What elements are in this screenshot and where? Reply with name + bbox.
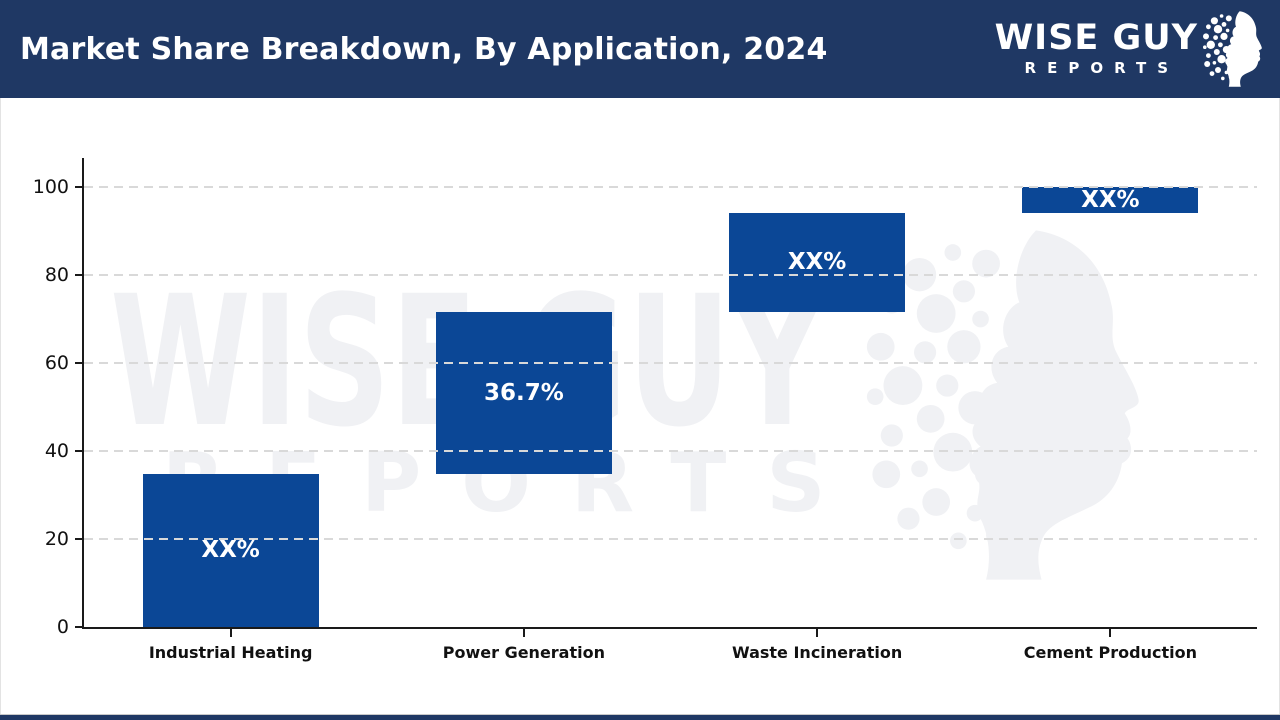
- chart-canvas: WISE GUY REPORTS 020406080100XX%Industri…: [0, 98, 1280, 715]
- x-axis-category-label: Industrial Heating: [148, 643, 313, 662]
- x-axis-category-label: Cement Production: [1023, 643, 1197, 662]
- y-axis-tick-label: 60: [44, 352, 69, 374]
- y-axis-tick-label: 100: [32, 176, 69, 198]
- gridline-100: [84, 186, 1257, 188]
- gridline-80: [84, 274, 1257, 276]
- bar-value-label: XX%: [787, 249, 847, 276]
- bar-waste-incineration: XX%: [729, 212, 906, 313]
- y-axis-tick: [75, 186, 84, 188]
- x-axis-line: [82, 627, 1257, 629]
- x-axis-category-label: Power Generation: [442, 643, 605, 662]
- footer-divider-line: [0, 714, 1280, 715]
- logo-brand-name: WISE GUY: [994, 18, 1198, 58]
- y-axis-tick-label: 20: [44, 528, 69, 550]
- y-axis-tick: [75, 362, 84, 364]
- x-axis-tick: [229, 629, 232, 637]
- wiseguy-logo: WISE GUY REPORTS: [995, 10, 1266, 88]
- left-border-line: [0, 98, 1, 714]
- y-axis-tick: [75, 626, 84, 628]
- y-axis-tick: [75, 538, 84, 540]
- y-axis-tick: [75, 450, 84, 452]
- chart-title: Market Share Breakdown, By Application, …: [20, 31, 828, 67]
- x-axis-tick: [1109, 629, 1112, 637]
- logo-brand-subtitle: REPORTS: [1024, 59, 1180, 77]
- bar-power-generation: 36.7%: [435, 312, 612, 474]
- x-axis-category-label: Waste Incineration: [732, 643, 903, 662]
- bar-cement-production: XX%: [1022, 186, 1199, 213]
- bar-industrial-heating: XX%: [142, 473, 319, 627]
- header-banner: Market Share Breakdown, By Application, …: [0, 0, 1280, 98]
- x-axis-tick: [522, 629, 525, 637]
- y-axis-line: [82, 158, 84, 629]
- y-axis-tick-label: 0: [56, 616, 69, 638]
- wiseguy-logo-text: WISE GUY REPORTS: [994, 18, 1198, 78]
- gridline-40: [84, 450, 1257, 452]
- bar-value-label: XX%: [1081, 186, 1140, 213]
- plot-area: 0 20 40 60 80 100 XX% Industrial Heating 36.7% Po…: [0, 98, 1280, 715]
- gridline-60: [84, 362, 1257, 364]
- footer-bar: [0, 715, 1280, 720]
- bar-value-label: XX%: [201, 537, 260, 564]
- y-axis-tick-label: 80: [44, 264, 69, 286]
- gridline-20: [84, 538, 1257, 540]
- wiseguy-head-icon: [1203, 11, 1262, 87]
- y-axis-tick-label: 40: [44, 440, 69, 462]
- bar-value-label: 36.7%: [483, 380, 564, 407]
- y-axis-tick: [75, 274, 84, 276]
- x-axis-tick: [816, 629, 819, 637]
